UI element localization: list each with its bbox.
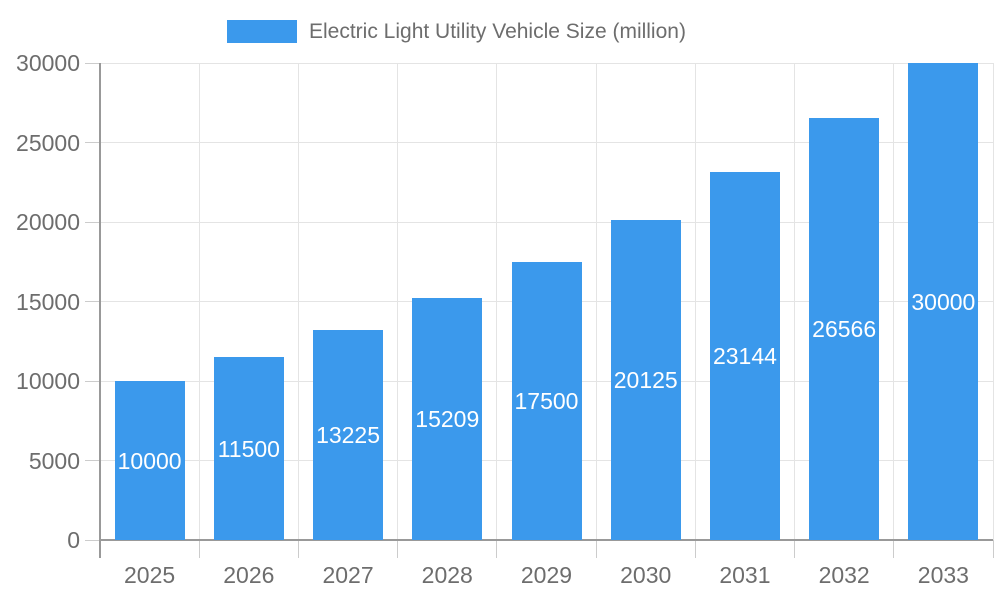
y-axis-tick: [85, 539, 100, 541]
y-axis-tick: [85, 380, 100, 382]
bar-value-label: 30000: [911, 288, 976, 315]
x-axis-tick-label: 2031: [719, 562, 771, 588]
gridline-vertical: [198, 63, 200, 540]
y-axis-tick: [85, 62, 100, 64]
y-axis-tick-label: 5000: [28, 447, 80, 474]
y-axis-tick-label: 15000: [16, 288, 80, 315]
gridline-vertical: [595, 63, 597, 540]
bar-value-label: 11500: [217, 435, 280, 462]
gridline-vertical: [694, 63, 696, 540]
bar: [114, 381, 185, 540]
bar: [809, 117, 880, 540]
x-axis-tick-label: 2029: [520, 562, 573, 588]
gridline-vertical: [794, 63, 796, 540]
bar-value-label: 13225: [316, 421, 381, 448]
gridline-vertical: [496, 63, 498, 540]
y-axis-tick-label: 25000: [16, 129, 80, 156]
x-axis-tick: [595, 540, 597, 558]
gridline-vertical: [297, 63, 299, 540]
bar: [213, 357, 284, 540]
y-axis-tick: [85, 460, 100, 461]
bar: [908, 63, 979, 540]
bar-value-label: 17500: [514, 387, 579, 414]
y-axis-tick-label: 0: [67, 527, 80, 553]
x-axis-tick: [694, 540, 696, 558]
bar: [610, 220, 681, 540]
gridline-horizontal: [100, 62, 993, 64]
x-axis-tick: [893, 540, 895, 558]
bar-value-label: 20125: [613, 367, 678, 393]
y-axis-tick: [85, 301, 100, 302]
legend-swatch-icon: [227, 20, 297, 43]
x-axis-tick-label: 2032: [818, 562, 870, 588]
y-axis-tick-label: 10000: [16, 368, 80, 394]
gridline-vertical: [992, 63, 994, 540]
y-axis-tick-label: 20000: [16, 209, 80, 235]
bar: [412, 298, 483, 540]
x-axis-tick-label: 2033: [917, 562, 969, 588]
bar-value-label: 15209: [415, 406, 480, 433]
legend-item[interactable]: Electric Light Utility Vehicle Size (mil…: [227, 20, 686, 43]
x-axis-tick-label: 2026: [223, 562, 275, 588]
bar: [511, 261, 582, 540]
bar-value-label: 10000: [117, 447, 182, 474]
x-axis-tick: [198, 540, 200, 558]
x-axis-tick: [992, 540, 994, 558]
x-axis-tick-label: 2030: [620, 562, 672, 588]
y-axis-tick: [85, 221, 100, 223]
x-axis-tick: [794, 540, 796, 558]
bar: [313, 329, 384, 540]
y-axis-line: [99, 63, 101, 558]
x-axis-tick: [297, 540, 299, 558]
x-axis-tick: [397, 540, 399, 558]
x-axis-tick-label: 2025: [124, 562, 176, 588]
x-axis-tick-label: 2027: [322, 562, 374, 588]
gridline-horizontal: [100, 142, 993, 143]
y-axis-tick: [85, 142, 100, 143]
legend-label: Electric Light Utility Vehicle Size (mil…: [309, 20, 686, 43]
x-axis-tick-label: 2028: [421, 562, 473, 588]
gridline-vertical: [893, 63, 895, 540]
y-axis-tick-label: 30000: [16, 50, 80, 76]
bar-value-label: 23144: [712, 343, 777, 369]
bar-value-label: 26566: [812, 315, 877, 342]
x-axis-tick: [496, 540, 498, 558]
gridline-horizontal: [100, 221, 993, 223]
gridline-vertical: [397, 63, 399, 540]
bar: [709, 172, 780, 540]
